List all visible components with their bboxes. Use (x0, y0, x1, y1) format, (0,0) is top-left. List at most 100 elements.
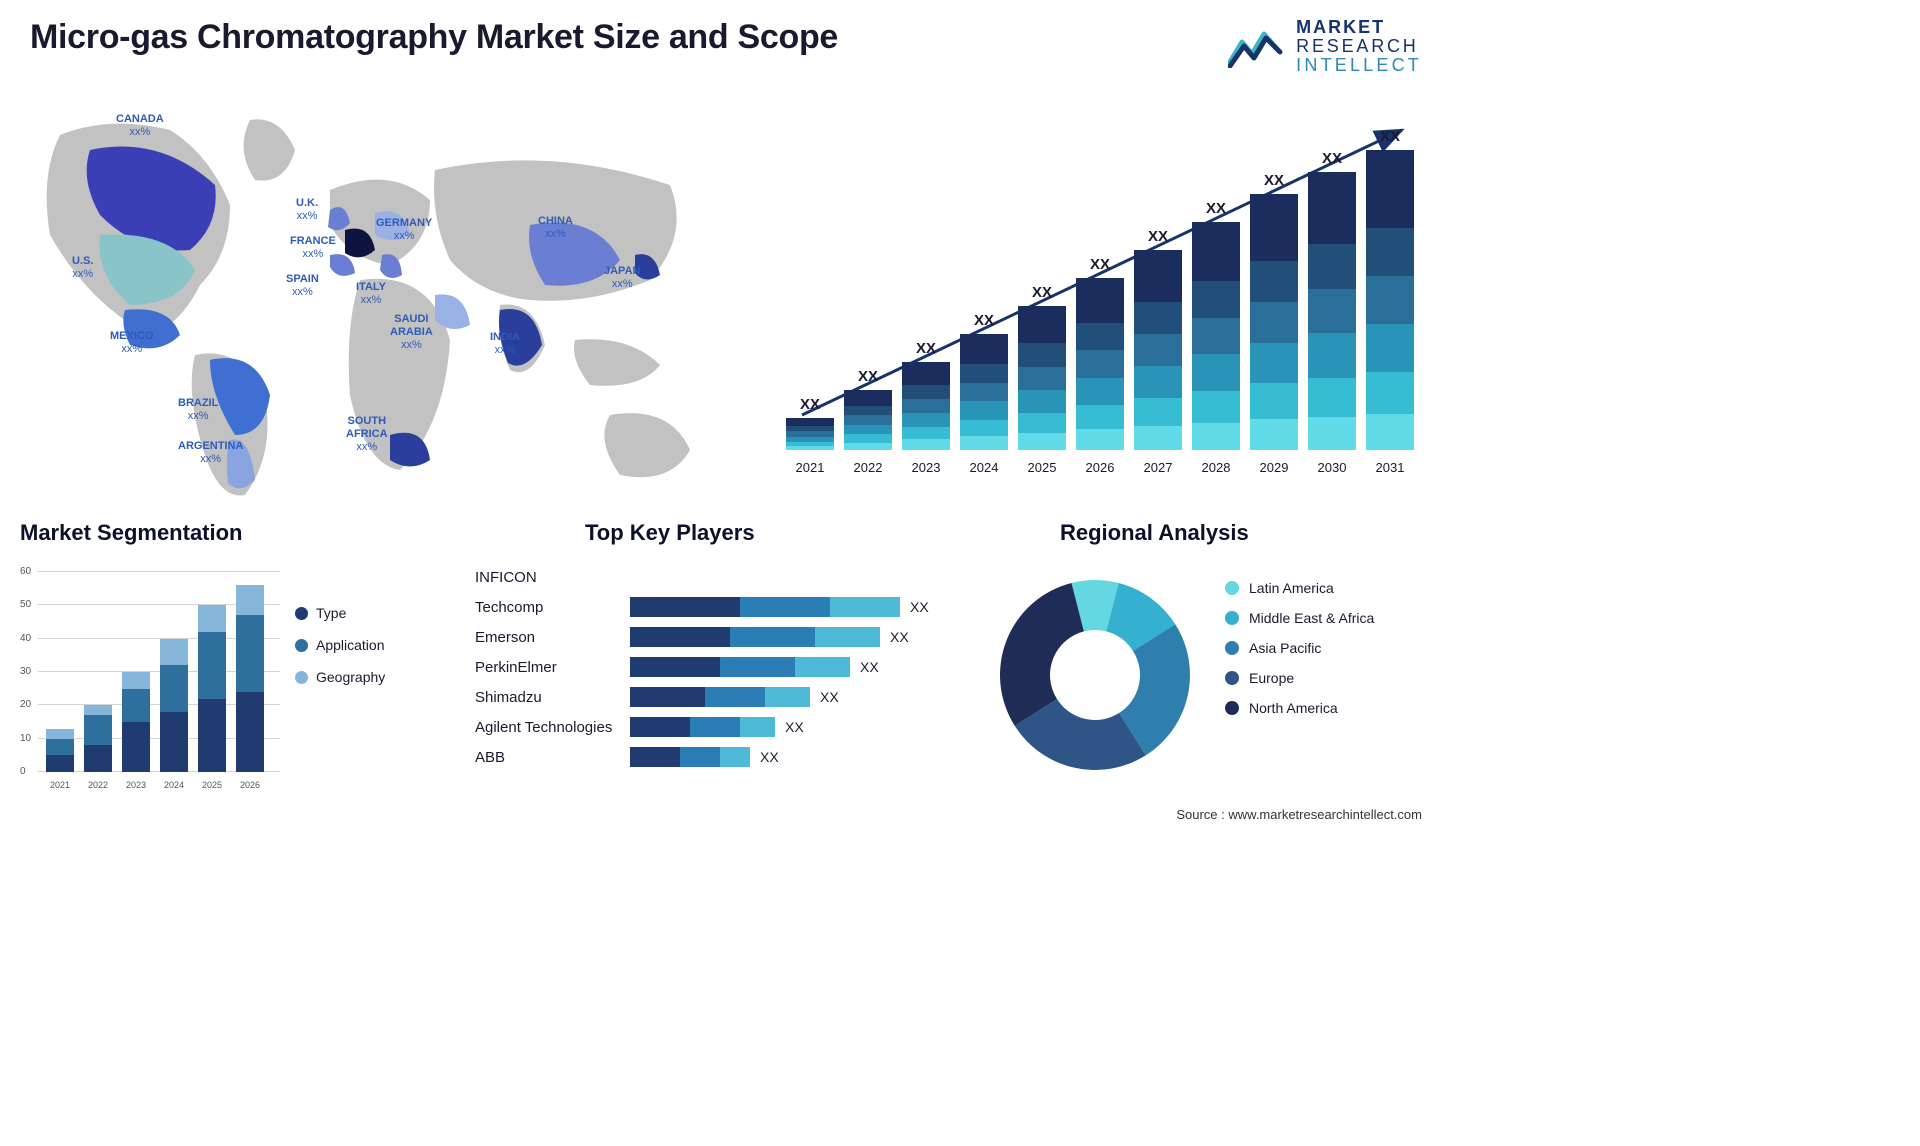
logo-icon (1228, 24, 1284, 68)
seg-ytick: 60 (20, 566, 31, 577)
seg-year-label: 2025 (196, 780, 228, 790)
seg-legend-item: Type (295, 605, 385, 621)
map-label-canada: CANADAxx% (116, 113, 164, 139)
forecast-bar (1134, 250, 1182, 450)
map-label-us: U.S.xx% (72, 255, 93, 281)
segmentation-bar (84, 705, 112, 772)
seg-year-label: 2022 (82, 780, 114, 790)
player-value: XX (820, 689, 839, 705)
forecast-year-label: 2030 (1304, 460, 1360, 475)
forecast-bar (1076, 278, 1124, 450)
logo-line1: MARKET (1296, 18, 1422, 37)
player-name: Emerson (475, 629, 630, 646)
map-label-india: INDIAxx% (490, 331, 520, 357)
player-name: ABB (475, 749, 630, 766)
segmentation-chart: 0102030405060202120222023202420252026 (20, 565, 280, 790)
forecast-bar-value: XX (960, 312, 1008, 329)
seg-year-label: 2026 (234, 780, 266, 790)
segmentation-bar (198, 605, 226, 772)
player-value: XX (760, 749, 779, 765)
player-row: Shimadzu XX (475, 682, 975, 712)
player-row: Emerson XX (475, 622, 975, 652)
forecast-bar (960, 334, 1008, 450)
seg-ytick: 40 (20, 633, 31, 644)
segmentation-bar (46, 729, 74, 772)
regional-donut (990, 570, 1200, 785)
forecast-year-label: 2029 (1246, 460, 1302, 475)
forecast-bar (844, 390, 892, 450)
forecast-year-label: 2028 (1188, 460, 1244, 475)
forecast-year-label: 2025 (1014, 460, 1070, 475)
seg-ytick: 30 (20, 666, 31, 677)
map-label-france: FRANCExx% (290, 235, 336, 261)
segmentation-bar (160, 639, 188, 772)
segmentation-title: Market Segmentation (20, 520, 450, 546)
market-segmentation: Market Segmentation 01020304050602021202… (20, 520, 450, 546)
forecast-bar-value: XX (1018, 284, 1066, 301)
player-value: XX (890, 629, 909, 645)
forecast-bar-value: XX (902, 340, 950, 357)
forecast-bar (902, 362, 950, 450)
segmentation-bar (236, 585, 264, 772)
player-value: XX (860, 659, 879, 675)
forecast-year-label: 2031 (1362, 460, 1418, 475)
map-label-germany: GERMANYxx% (376, 217, 432, 243)
player-row: PerkinElmer XX (475, 652, 975, 682)
forecast-bar (1250, 194, 1298, 450)
forecast-bar-value: XX (1076, 256, 1124, 273)
players-list: INFICONTechcompXXEmersonXXPerkinElmerXXS… (475, 562, 975, 772)
map-label-china: CHINAxx% (538, 215, 573, 241)
map-label-southafrica: SOUTHAFRICAxx% (346, 415, 388, 455)
forecast-bar (1366, 150, 1414, 450)
top-key-players: Top Key Players INFICONTechcompXXEmerson… (475, 520, 975, 546)
map-label-argentina: ARGENTINAxx% (178, 440, 243, 466)
segmentation-legend: TypeApplicationGeography (295, 605, 385, 701)
forecast-year-label: 2023 (898, 460, 954, 475)
seg-year-label: 2021 (44, 780, 76, 790)
player-name: PerkinElmer (475, 659, 630, 676)
segmentation-bar (122, 672, 150, 772)
map-label-spain: SPAINxx% (286, 273, 319, 299)
player-row: INFICON (475, 562, 975, 592)
player-name: Agilent Technologies (475, 719, 630, 736)
regional-legend-item: Middle East & Africa (1225, 610, 1374, 626)
map-label-brazil: BRAZILxx% (178, 397, 218, 423)
forecast-year-label: 2021 (782, 460, 838, 475)
page-title: Micro-gas Chromatography Market Size and… (30, 18, 838, 57)
map-label-mexico: MEXICOxx% (110, 330, 153, 356)
player-row: Techcomp XX (475, 592, 975, 622)
world-map: CANADAxx% U.S.xx% MEXICOxx% BRAZILxx% ARGENT… (30, 95, 730, 505)
forecast-bar (786, 418, 834, 450)
player-name: Techcomp (475, 599, 630, 616)
regional-legend-item: Europe (1225, 670, 1374, 686)
forecast-bar-value: XX (1366, 128, 1414, 145)
forecast-bar-value: XX (1134, 228, 1182, 245)
regional-legend-item: Asia Pacific (1225, 640, 1374, 656)
player-name: INFICON (475, 569, 630, 586)
seg-ytick: 50 (20, 599, 31, 610)
player-name: Shimadzu (475, 689, 630, 706)
donut-slice (1000, 583, 1084, 726)
player-value: XX (910, 599, 929, 615)
map-label-uk: U.K.xx% (296, 197, 318, 223)
forecast-year-label: 2027 (1130, 460, 1186, 475)
brand-logo: MARKET RESEARCH INTELLECT (1228, 18, 1422, 75)
player-value: XX (785, 719, 804, 735)
regional-legend-item: Latin America (1225, 580, 1374, 596)
seg-year-label: 2023 (120, 780, 152, 790)
player-row: ABB XX (475, 742, 975, 772)
seg-ytick: 10 (20, 733, 31, 744)
players-title: Top Key Players (585, 520, 975, 546)
regional-title: Regional Analysis (1060, 520, 1450, 546)
forecast-bar-value: XX (786, 396, 834, 413)
forecast-bar-chart: XXXXXXXXXXXXXXXXXXXXXX 20212022202320242… (782, 105, 1422, 475)
regional-legend-item: North America (1225, 700, 1374, 716)
regional-analysis: Regional Analysis Latin AmericaMiddle Ea… (1000, 520, 1450, 546)
forecast-year-label: 2022 (840, 460, 896, 475)
forecast-bar (1308, 172, 1356, 450)
forecast-bar-value: XX (844, 368, 892, 385)
seg-legend-item: Application (295, 637, 385, 653)
map-label-saudiarabia: SAUDIARABIAxx% (390, 313, 433, 353)
logo-line3: INTELLECT (1296, 56, 1422, 75)
regional-legend: Latin America Middle East & Africa Asia Pa… (1225, 580, 1374, 730)
